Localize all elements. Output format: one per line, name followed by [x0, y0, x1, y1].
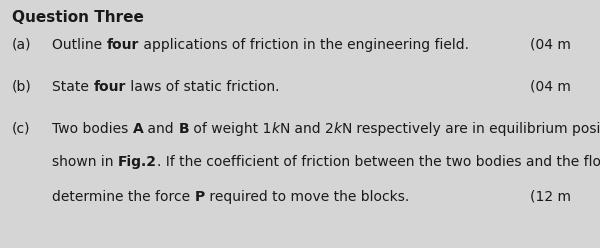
Text: k: k	[271, 122, 280, 136]
Text: of weight 1: of weight 1	[189, 122, 271, 136]
Text: . If the coefficient of friction between the two bodies and the floor i: . If the coefficient of friction between…	[157, 155, 600, 169]
Text: N: N	[341, 122, 352, 136]
Text: (c): (c)	[12, 122, 31, 136]
Text: Question Three: Question Three	[12, 10, 144, 25]
Text: B: B	[178, 122, 189, 136]
Text: P: P	[194, 190, 205, 204]
Text: laws of static friction.: laws of static friction.	[125, 80, 279, 94]
Text: N: N	[280, 122, 290, 136]
Text: and 2: and 2	[290, 122, 334, 136]
Text: respectively are in equilibrium positi: respectively are in equilibrium positi	[352, 122, 600, 136]
Text: required to move the blocks.: required to move the blocks.	[205, 190, 409, 204]
Text: shown in: shown in	[52, 155, 118, 169]
Text: four: four	[93, 80, 125, 94]
Text: Two bodies: Two bodies	[52, 122, 133, 136]
Text: determine the force: determine the force	[52, 190, 194, 204]
Text: (04 m: (04 m	[530, 38, 571, 52]
Text: Outline: Outline	[52, 38, 107, 52]
Text: four: four	[107, 38, 139, 52]
Text: A: A	[133, 122, 143, 136]
Text: State: State	[52, 80, 93, 94]
Text: Fig.2: Fig.2	[118, 155, 157, 169]
Text: (04 m: (04 m	[530, 80, 571, 94]
Text: (a): (a)	[12, 38, 32, 52]
Text: (b): (b)	[12, 80, 32, 94]
Text: applications of friction in the engineering field.: applications of friction in the engineer…	[139, 38, 469, 52]
Text: and: and	[143, 122, 178, 136]
Text: k: k	[334, 122, 341, 136]
Text: (12 m: (12 m	[530, 190, 571, 204]
